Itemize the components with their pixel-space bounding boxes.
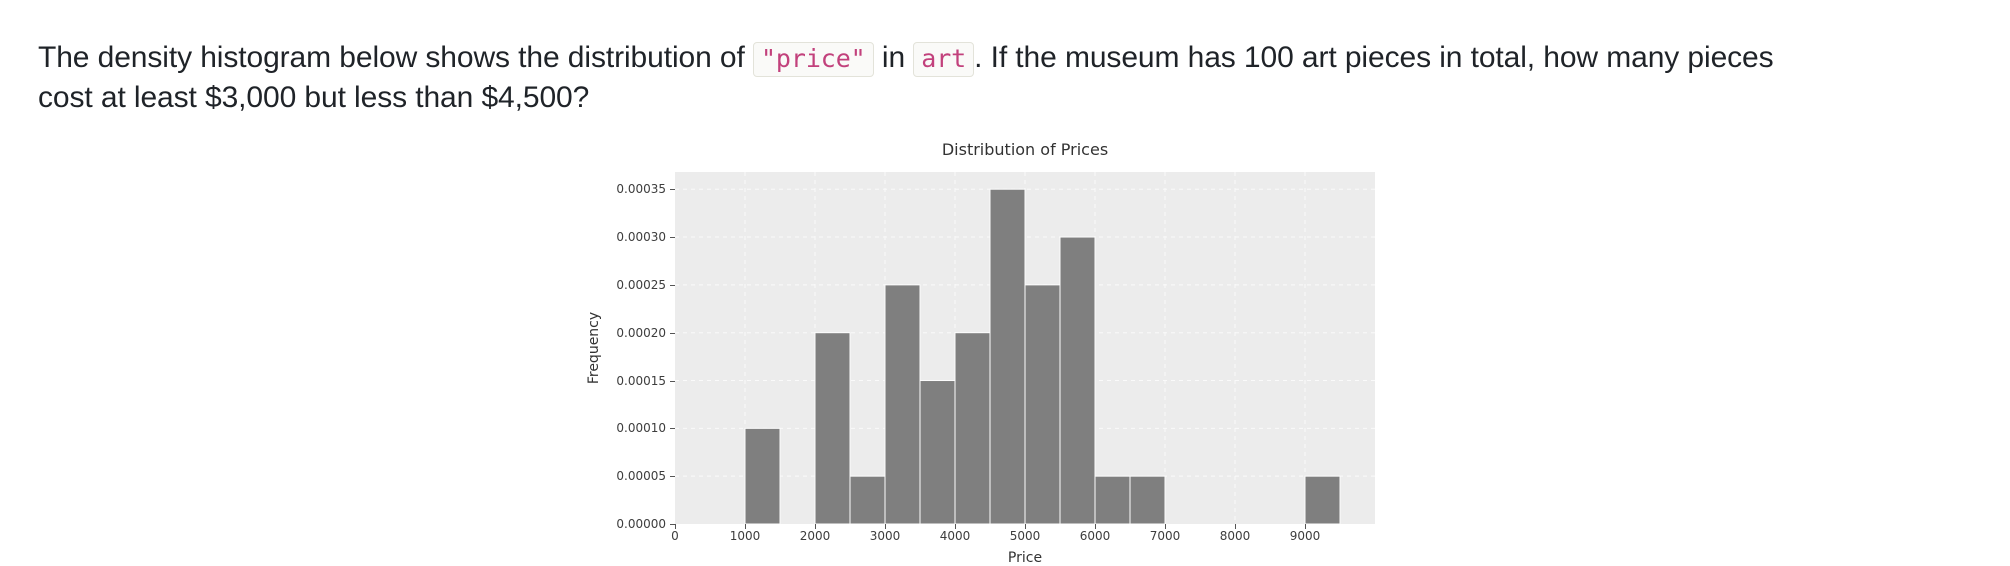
y-tick-mark: [670, 476, 675, 478]
x-tick-label: 4000: [939, 529, 971, 543]
x-tick-label: 2000: [799, 529, 831, 543]
y-axis-label: Frequency: [586, 311, 602, 385]
histogram-bar: [1059, 236, 1096, 524]
plot-area: [675, 172, 1375, 524]
y-tick-mark: [670, 524, 675, 525]
y-tick-mark: [670, 284, 675, 286]
question-part2: in: [873, 41, 914, 74]
x-tick-label: 9000: [1289, 529, 1321, 543]
histogram-bar: [954, 332, 991, 524]
histogram-bar: [1129, 475, 1166, 524]
question-part4: cost at least $3,000 but less than $4,50…: [38, 81, 590, 114]
y-tick-mark: [670, 332, 675, 334]
question-text: The density histogram below shows the di…: [38, 38, 1988, 117]
x-tick-mark: [675, 524, 676, 529]
histogram-figure: Distribution of Prices Frequency Price 0…: [550, 113, 1450, 566]
histogram-bar: [1304, 475, 1341, 524]
inline-code-price: "price": [752, 42, 874, 77]
histogram-bar: [1024, 284, 1061, 524]
histogram-bar: [849, 475, 886, 524]
inline-code-art: art: [913, 42, 975, 77]
question-part3: . If the museum has 100 art pieces in to…: [974, 41, 1774, 74]
x-tick-mark: [815, 524, 816, 529]
question-part1: The density histogram below shows the di…: [38, 41, 753, 74]
y-tick-mark: [670, 189, 675, 191]
y-tick-label: 0.00015: [616, 373, 666, 388]
y-tick-mark: [670, 237, 675, 239]
x-tick-label: 0: [671, 529, 679, 543]
y-tick-label: 0.00020: [616, 325, 666, 340]
x-tick-label: 7000: [1149, 529, 1181, 543]
y-tick-label: 0.00010: [616, 421, 666, 436]
histogram-bar: [884, 284, 921, 524]
x-tick-mark: [1235, 524, 1236, 529]
x-tick-mark: [885, 524, 886, 529]
x-tick-mark: [1095, 524, 1096, 529]
x-tick-label: 1000: [729, 529, 761, 543]
x-tick-label: 5000: [1009, 529, 1041, 543]
x-tick-mark: [955, 524, 956, 529]
x-tick-label: 8000: [1219, 529, 1251, 543]
chart-title: Distribution of Prices: [941, 140, 1109, 159]
x-tick-mark: [1305, 524, 1306, 529]
histogram-bar: [814, 332, 851, 524]
y-tick-label: 0.00025: [616, 277, 666, 292]
histogram-bar: [919, 380, 956, 524]
x-axis-label: Price: [1007, 550, 1043, 566]
y-tick-mark: [670, 428, 675, 430]
x-tick-mark: [1165, 524, 1166, 529]
y-tick-label: 0.00005: [616, 469, 666, 484]
y-tick-label: 0.00030: [616, 230, 666, 245]
x-tick-label: 6000: [1079, 529, 1111, 543]
y-tick-label: 0.00035: [616, 182, 666, 197]
x-tick-label: 3000: [869, 529, 901, 543]
y-tick-label: 0.00000: [616, 517, 666, 531]
histogram-bar: [1094, 475, 1131, 524]
y-tick-mark: [670, 380, 675, 382]
x-tick-mark: [745, 524, 746, 529]
histogram-bar: [744, 427, 781, 524]
x-tick-mark: [1025, 524, 1026, 529]
histogram-bar: [989, 188, 1026, 524]
